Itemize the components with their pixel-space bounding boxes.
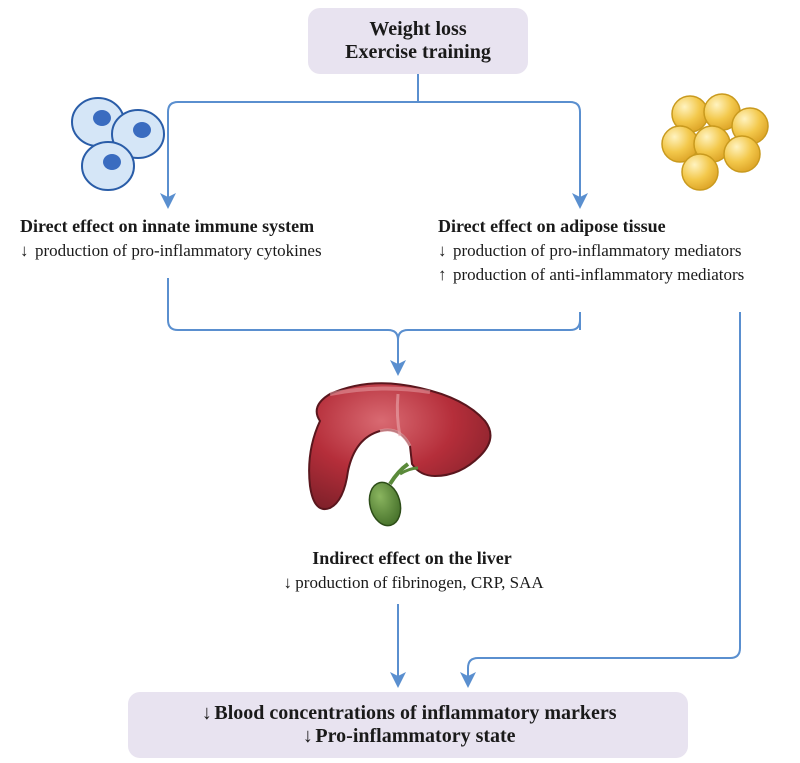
liver-title: Indirect effect on the liver [272,548,552,569]
top-box-line2: Exercise training [332,41,504,64]
top-box: Weight loss Exercise training [308,8,528,74]
down-arrow-icon: ↓ [20,241,35,261]
adipose-line2: ↑production of anti-inflammatory mediato… [438,265,744,285]
down-arrow-icon: ↓ [199,702,214,725]
fat-cells-icon [650,86,780,201]
immune-block: Direct effect on innate immune system ↓p… [20,216,322,261]
down-arrow-icon: ↓ [280,573,295,593]
bottom-box: ↓Blood concentrations of inflammatory ma… [128,692,688,758]
adipose-block: Direct effect on adipose tissue ↓product… [438,216,744,285]
adipose-line1: ↓production of pro-inflammatory mediator… [438,241,744,261]
adipose-title: Direct effect on adipose tissue [438,216,744,237]
immune-title: Direct effect on innate immune system [20,216,322,237]
up-arrow-icon: ↑ [438,265,453,285]
top-box-line1: Weight loss [332,18,504,41]
immune-cells-icon [60,90,180,205]
bottom-line1: ↓Blood concentrations of inflammatory ma… [152,702,664,725]
liver-line1: ↓production of fibrinogen, CRP, SAA [272,573,552,593]
immune-line1: ↓production of pro-inflammatory cytokine… [20,241,322,261]
liver-block: Indirect effect on the liver ↓production… [272,548,552,593]
down-arrow-icon: ↓ [438,241,453,261]
liver-icon [300,376,500,551]
down-arrow-icon: ↓ [300,725,315,748]
bottom-line2: ↓Pro-inflammatory state [152,725,664,748]
